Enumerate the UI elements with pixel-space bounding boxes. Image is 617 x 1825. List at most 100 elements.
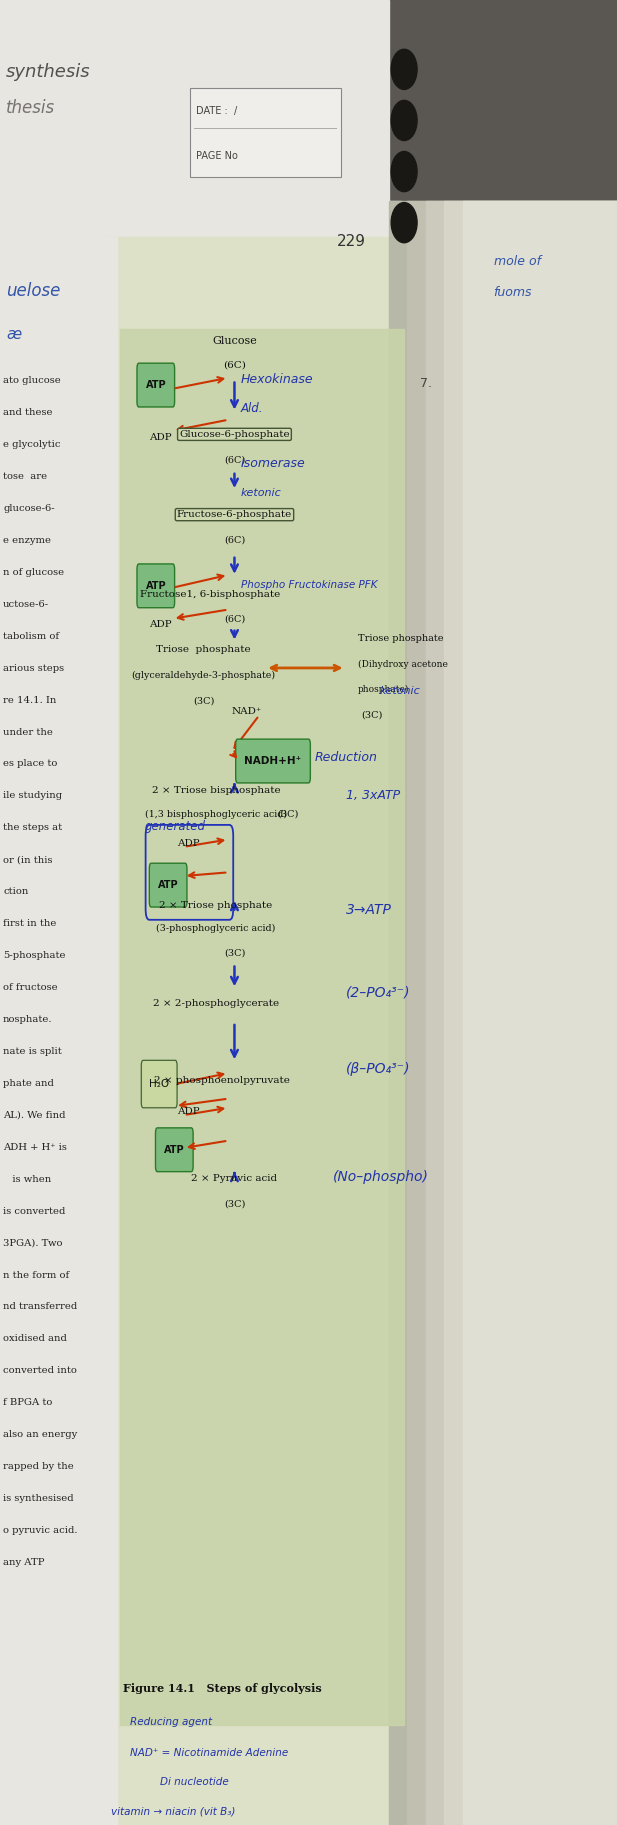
FancyBboxPatch shape [141,1060,177,1108]
Text: (β–PO₄³⁻): (β–PO₄³⁻) [346,1062,410,1077]
Text: AL). We find: AL). We find [3,1111,65,1121]
Text: (3C): (3C) [224,949,245,956]
Text: ADP: ADP [149,434,172,442]
Text: Fructose-6-phosphate: Fructose-6-phosphate [177,511,292,518]
Text: 2 × Triose bisphosphate: 2 × Triose bisphosphate [152,787,280,794]
Text: (6C): (6C) [223,361,246,369]
Text: (3C): (3C) [361,712,383,719]
Text: es place to: es place to [3,759,57,768]
Text: H₂O: H₂O [149,1079,169,1090]
Text: the steps at: the steps at [3,823,62,832]
Ellipse shape [391,100,417,141]
Text: first in the: first in the [3,920,57,929]
Text: (3-phosphoglyceric acid): (3-phosphoglyceric acid) [156,925,276,934]
Text: Triose phosphate: Triose phosphate [358,635,444,642]
Text: 229: 229 [337,234,366,250]
Text: æ: æ [6,327,22,343]
Text: is when: is when [3,1175,51,1184]
Text: (No–phospho): (No–phospho) [333,1170,429,1184]
Text: 3→ATP: 3→ATP [346,903,391,918]
Text: NADH+H⁺: NADH+H⁺ [244,756,301,766]
Text: Ald.: Ald. [241,403,263,416]
FancyBboxPatch shape [190,88,341,177]
Text: 2 × Triose phosphate: 2 × Triose phosphate [159,902,273,909]
Text: ADH + H⁺ is: ADH + H⁺ is [3,1142,67,1152]
Bar [0,0,617,237]
Text: vitamin → niacin (vit B₃): vitamin → niacin (vit B₃) [111,1807,236,1816]
Text: o pyruvic acid.: o pyruvic acid. [3,1526,78,1535]
Text: Triose  phosphate: Triose phosphate [156,646,251,653]
Text: n the form of: n the form of [3,1270,69,1279]
Text: ADP: ADP [177,840,199,847]
Text: ketonic: ketonic [379,686,420,695]
Text: 3PGA). Two: 3PGA). Two [3,1239,62,1248]
Text: mole of: mole of [494,256,540,268]
Text: uelose: uelose [6,281,60,299]
Text: (6C): (6C) [224,537,245,544]
Text: tabolism of: tabolism of [3,631,59,641]
Text: of fructose: of fructose [3,984,58,993]
Text: 2 × Pyruvic acid: 2 × Pyruvic acid [191,1175,278,1183]
Text: generated: generated [145,821,206,834]
Text: 5-phosphate: 5-phosphate [3,951,65,960]
Text: 2 × phosphoenolpyruvate: 2 × phosphoenolpyruvate [154,1077,290,1084]
Text: NAD⁺: NAD⁺ [231,708,262,715]
Text: DATE :  /: DATE : / [196,106,238,117]
FancyBboxPatch shape [137,363,175,407]
Text: (3C): (3C) [193,697,214,704]
Text: nosphate.: nosphate. [3,1015,52,1024]
Text: (3C): (3C) [278,810,299,818]
Text: (glyceraldehyde-3-phosphate): (glyceraldehyde-3-phosphate) [131,672,276,681]
Text: Di nucleotide: Di nucleotide [160,1778,229,1787]
Text: oxidised and: oxidised and [3,1334,67,1343]
Text: also an energy: also an energy [3,1431,77,1440]
Text: Glucose-6-phosphate: Glucose-6-phosphate [179,431,290,438]
Text: Reducing agent: Reducing agent [130,1717,212,1726]
Text: e enzyme: e enzyme [3,537,51,546]
Text: phate and: phate and [3,1079,54,1088]
Text: e glycolytic: e glycolytic [3,440,60,449]
Text: ATP: ATP [146,580,166,591]
Text: 7.: 7. [420,378,431,391]
Bar [426,201,617,1825]
Text: ATP: ATP [164,1144,184,1155]
Text: Figure 14.1   Steps of glycolysis: Figure 14.1 Steps of glycolysis [123,1683,322,1694]
Text: fuoms: fuoms [494,287,532,299]
Text: ile studying: ile studying [3,792,62,801]
Bar [105,237,401,1825]
Text: 2 × 2-phosphoglycerate: 2 × 2-phosphoglycerate [153,1000,279,1007]
Bar [407,201,617,1825]
Text: Glucose: Glucose [212,336,257,347]
Text: is synthesised: is synthesised [3,1495,73,1504]
Bar [444,201,617,1825]
Text: glucose-6-: glucose-6- [3,504,55,513]
Bar [0,201,401,1825]
Text: (1,3 bisphosphoglyceric acid): (1,3 bisphosphoglyceric acid) [145,810,287,818]
Text: tose  are: tose are [3,473,48,482]
Text: f BPGA to: f BPGA to [3,1398,52,1407]
Text: re 14.1. In: re 14.1. In [3,695,57,704]
Bar [463,201,617,1825]
Text: ADP: ADP [177,1108,199,1115]
Text: (3C): (3C) [224,1201,245,1208]
Text: PAGE No: PAGE No [196,151,238,161]
Text: or (in this: or (in this [3,856,52,865]
Text: ATP: ATP [146,380,166,391]
Bar [389,201,617,1825]
Text: Reduction: Reduction [315,752,378,765]
Text: NAD⁺ = Nicotinamide Adenine: NAD⁺ = Nicotinamide Adenine [130,1748,288,1757]
Text: under the: under the [3,728,53,737]
Text: uctose-6-: uctose-6- [3,600,49,610]
Text: synthesis: synthesis [6,62,91,80]
Text: thesis: thesis [6,99,56,117]
Text: converted into: converted into [3,1367,77,1376]
Text: Hexokinase: Hexokinase [241,374,313,387]
Text: and these: and these [3,409,52,418]
Text: Isomerase: Isomerase [241,458,305,471]
Text: Phospho Fructokinase PFK: Phospho Fructokinase PFK [241,580,377,589]
Text: rapped by the: rapped by the [3,1462,74,1471]
Text: any ATP: any ATP [3,1559,44,1568]
Text: (2–PO₄³⁻): (2–PO₄³⁻) [346,986,410,1000]
Text: is converted: is converted [3,1206,65,1215]
Ellipse shape [391,151,417,192]
